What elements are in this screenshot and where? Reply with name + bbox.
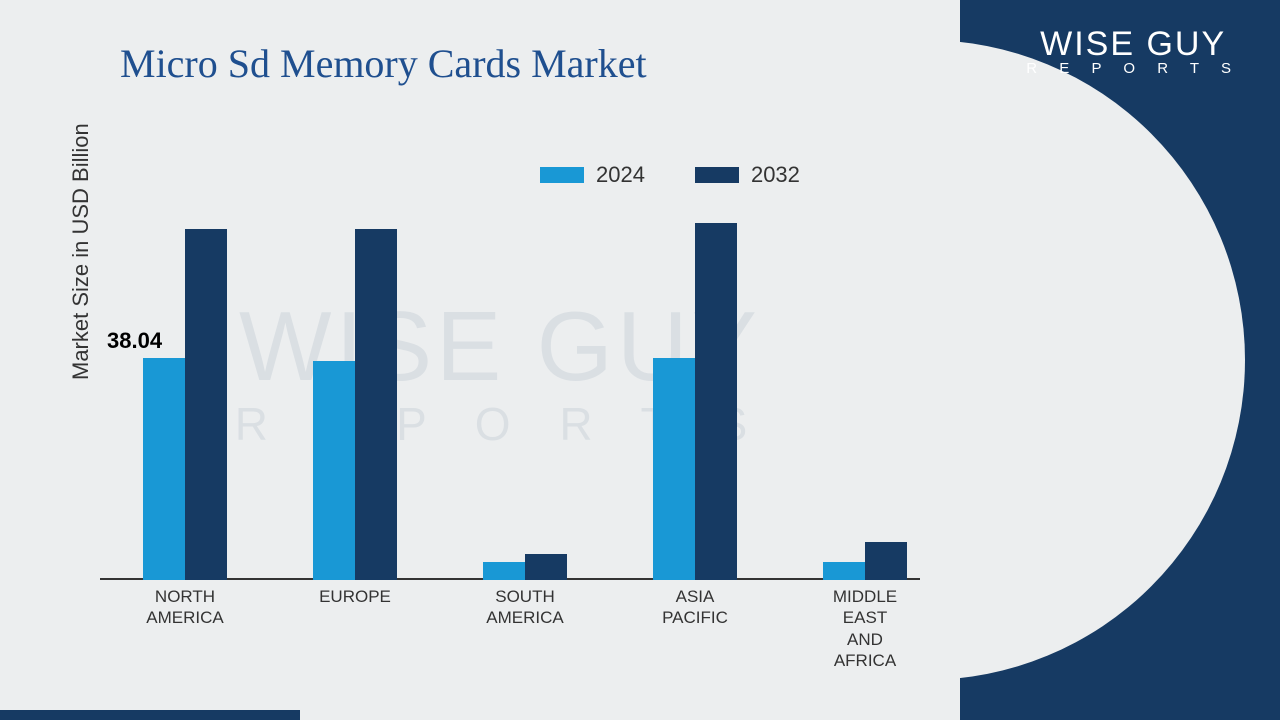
legend-item-2024: 2024 [540, 162, 645, 188]
legend-swatch-2032 [695, 167, 739, 183]
bar-2032 [865, 542, 907, 580]
category-label: MIDDLEEASTANDAFRICA [785, 580, 945, 671]
legend-label-2024: 2024 [596, 162, 645, 188]
bar-value-label: 38.04 [107, 328, 162, 354]
legend-item-2032: 2032 [695, 162, 800, 188]
bar-2032 [355, 229, 397, 580]
bar-2024 [823, 562, 865, 580]
bottom-accent-bar [0, 710, 300, 720]
bar-2024 [143, 358, 185, 580]
chart-title: Micro Sd Memory Cards Market [120, 40, 647, 87]
bar-2032 [185, 229, 227, 580]
bar-2024 [653, 358, 695, 580]
bar-2032 [525, 554, 567, 580]
category-label: SOUTHAMERICA [445, 580, 605, 629]
bar-2024 [313, 361, 355, 580]
bar-2032 [695, 223, 737, 580]
bar-chart: 38.04NORTHAMERICAEUROPESOUTHAMERICAASIAP… [100, 200, 920, 580]
legend: 2024 2032 [540, 162, 800, 188]
brand-logo: WISE GUY R E P O R T S [1026, 25, 1240, 77]
category-label: ASIAPACIFIC [615, 580, 775, 629]
category-label: EUROPE [275, 580, 435, 607]
brand-logo-line1: WISE GUY [1026, 25, 1240, 64]
legend-swatch-2024 [540, 167, 584, 183]
y-axis-label: Market Size in USD Billion [68, 123, 94, 380]
category-label: NORTHAMERICA [105, 580, 265, 629]
legend-label-2032: 2032 [751, 162, 800, 188]
stage: WISE GUY R E P O R T S Micro Sd Memory C… [0, 0, 1280, 720]
bar-2024 [483, 562, 525, 580]
brand-logo-line2: R E P O R T S [1026, 60, 1240, 77]
